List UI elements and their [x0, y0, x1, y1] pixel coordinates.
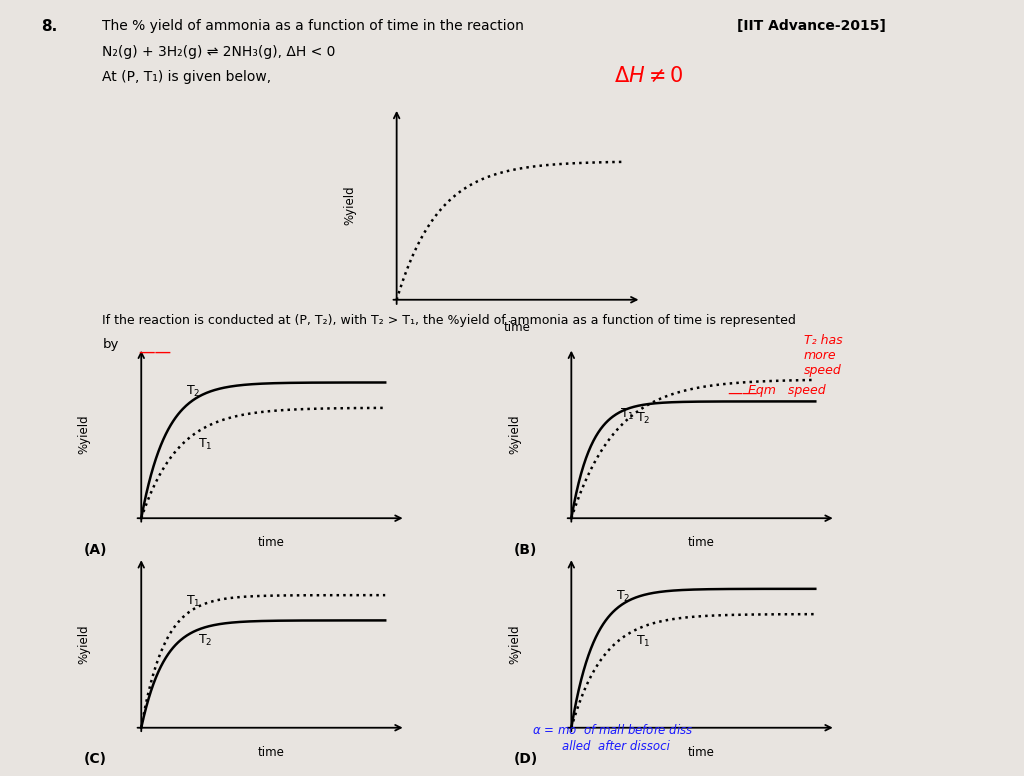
Text: by: by [102, 338, 119, 351]
Text: If the reaction is conducted at (P, T₂), with T₂ > T₁, the %yield of ammonia as : If the reaction is conducted at (P, T₂),… [102, 314, 797, 327]
Text: T$_2$: T$_2$ [199, 633, 213, 648]
Text: time: time [504, 321, 530, 334]
Text: alled  after dissoci: alled after dissoci [532, 740, 671, 753]
Text: T$_1$: T$_1$ [199, 437, 213, 452]
Text: T₂ has
more
speed: T₂ has more speed [804, 334, 843, 376]
Text: Eqm   speed: Eqm speed [748, 384, 825, 397]
Text: 8.: 8. [41, 19, 57, 34]
Text: T$_1$: T$_1$ [186, 594, 201, 609]
Text: T$_1$: T$_1$ [636, 634, 651, 650]
Text: T$_2$: T$_2$ [636, 411, 651, 426]
Text: ——: —— [727, 386, 758, 400]
Text: T$_1$: T$_1$ [621, 407, 635, 422]
Text: $\Delta H \neq 0$: $\Delta H \neq 0$ [614, 66, 684, 86]
Text: (A): (A) [83, 542, 106, 556]
Text: time: time [258, 746, 285, 759]
Text: T$_2$: T$_2$ [616, 588, 631, 604]
Text: At (P, T₁) is given below,: At (P, T₁) is given below, [102, 70, 271, 84]
Text: (B): (B) [513, 542, 537, 556]
Text: time: time [688, 536, 715, 549]
Text: %yield: %yield [508, 414, 521, 455]
Text: (D): (D) [513, 752, 538, 766]
Text: T$_2$: T$_2$ [186, 383, 201, 399]
Text: $\alpha$ = mo  of mall before diss: $\alpha$ = mo of mall before diss [532, 723, 694, 737]
Text: (C): (C) [83, 752, 106, 766]
Text: %yield: %yield [508, 624, 521, 664]
Text: %yield: %yield [343, 185, 356, 226]
Text: N₂(g) + 3H₂(g) ⇌ 2NH₃(g), ΔH < 0: N₂(g) + 3H₂(g) ⇌ 2NH₃(g), ΔH < 0 [102, 45, 336, 59]
Text: The % yield of ammonia as a function of time in the reaction: The % yield of ammonia as a function of … [102, 19, 524, 33]
Text: ——: —— [138, 343, 171, 361]
Text: [IIT Advance-2015]: [IIT Advance-2015] [737, 19, 886, 33]
Text: time: time [688, 746, 715, 759]
Text: %yield: %yield [78, 624, 91, 664]
Text: time: time [258, 536, 285, 549]
Text: %yield: %yield [78, 414, 91, 455]
